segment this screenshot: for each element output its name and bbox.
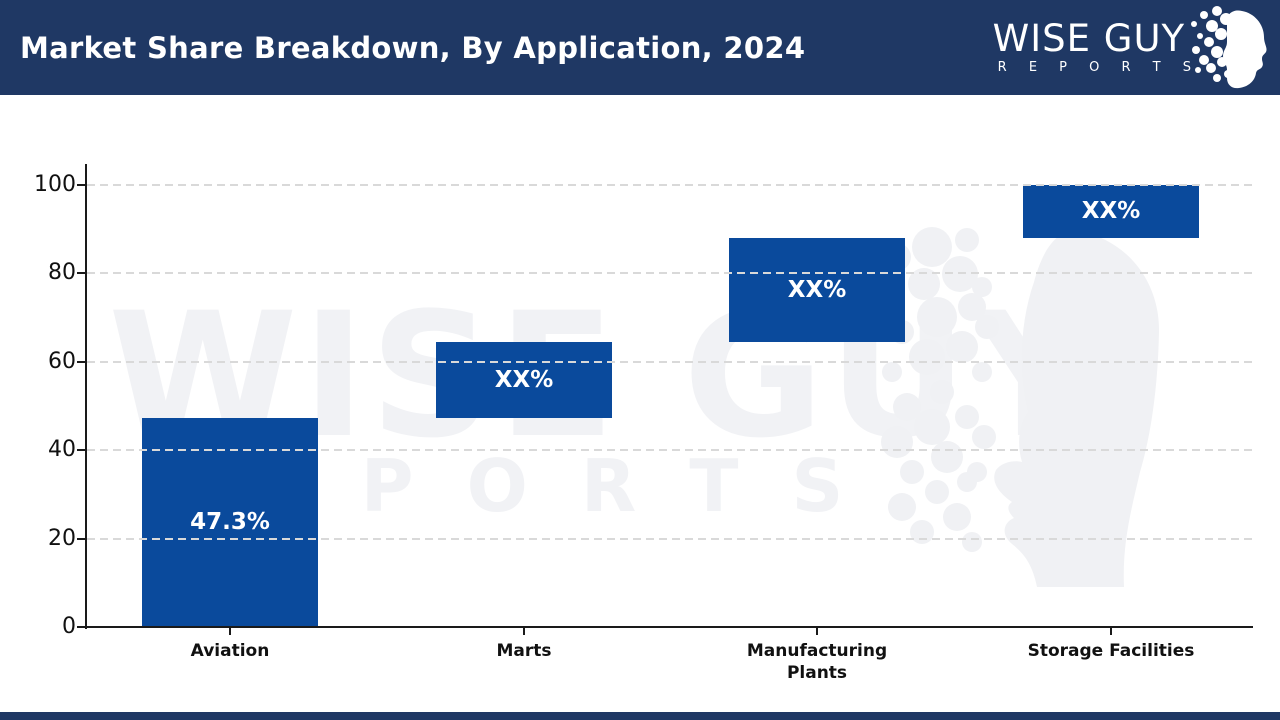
x-axis-line [85, 626, 1253, 628]
bar-value-label: 47.3% [190, 509, 270, 536]
waterfall-bar: 47.3% [142, 417, 318, 627]
y-gridline [87, 183, 1253, 186]
x-axis-tick-mark [1110, 627, 1112, 635]
x-axis-category-label: Manufacturing Plants [746, 641, 888, 684]
x-axis-category-label: Marts [496, 641, 552, 661]
y-axis-tick-mark [77, 449, 85, 451]
y-axis-tick-label: 60 [48, 348, 76, 374]
logo-subtext: R E P O R T S [997, 60, 1200, 75]
waterfall-bar: XX% [1023, 184, 1199, 238]
x-axis-category-label: Aviation [190, 641, 270, 661]
waterfall-bar: XX% [436, 341, 612, 418]
waterfall-bar: XX% [729, 237, 905, 342]
bar-value-label: XX% [787, 276, 847, 303]
footer-bar [0, 712, 1280, 720]
y-gridline [87, 449, 1253, 451]
x-axis-category-label: Storage Facilities [1027, 641, 1195, 661]
watermark-head-icon [880, 227, 1160, 587]
y-axis-tick-mark [77, 537, 85, 540]
bar-value-label: XX% [1081, 198, 1141, 225]
y-gridline [87, 360, 1253, 363]
wiseguy-logo: WISE GUY R E P O R T S [993, 0, 1272, 95]
page-title: Market Share Breakdown, By Application, … [20, 30, 806, 65]
y-axis-tick-mark [77, 272, 85, 274]
y-axis-tick-mark [77, 626, 85, 628]
logo-head-icon [1191, 5, 1267, 88]
logo-wordmark: WISE GUY [992, 17, 1186, 60]
y-axis-line [85, 164, 87, 629]
x-axis-tick-mark [523, 627, 525, 635]
y-axis-tick-mark [77, 360, 85, 363]
y-axis-tick-label: 40 [48, 437, 76, 462]
header-bar: Market Share Breakdown, By Application, … [0, 0, 1280, 95]
bar-value-label: XX% [494, 366, 554, 393]
y-axis-tick-mark [77, 183, 85, 186]
x-axis-tick-mark [229, 627, 231, 635]
y-gridline [87, 537, 1253, 540]
y-axis-tick-label: 20 [48, 525, 76, 551]
y-axis-tick-label: 0 [62, 614, 76, 639]
x-axis-tick-mark [816, 627, 818, 635]
y-axis-tick-label: 80 [48, 260, 76, 285]
y-gridline [87, 272, 1253, 274]
y-axis-tick-label: 100 [34, 171, 76, 197]
